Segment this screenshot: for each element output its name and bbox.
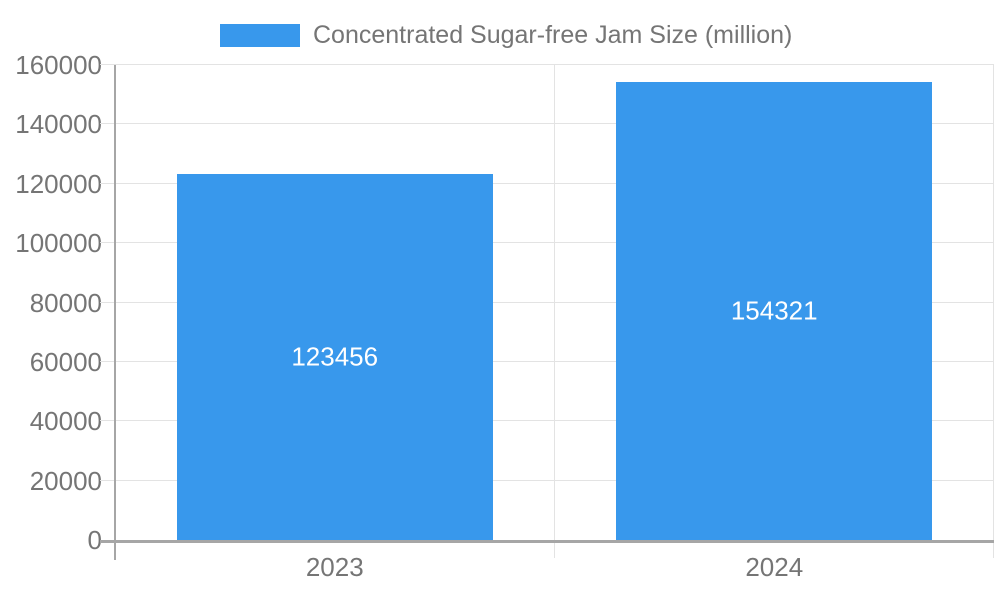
y-gridline xyxy=(100,301,994,303)
y-axis-tick-label: 120000 xyxy=(15,168,102,199)
x-axis-tick xyxy=(554,543,555,558)
y-axis-tick-label: 0 xyxy=(87,525,102,555)
legend: Concentrated Sugar-free Jam Size (millio… xyxy=(220,21,792,50)
x-axis-tick xyxy=(993,543,994,558)
y-axis-tick-label: 80000 xyxy=(29,287,102,318)
y-axis-tick-label: 160000 xyxy=(15,50,102,80)
x-axis-labels: 2023 2024 xyxy=(115,552,994,584)
y-gridline xyxy=(100,420,994,422)
bar-value-label: 154321 xyxy=(730,295,818,326)
y-gridline xyxy=(100,479,994,481)
y-axis-tick-label: 140000 xyxy=(15,109,102,140)
y-axis-labels: 0 20000 40000 60000 80000 100000 120000 140000 1… xyxy=(0,50,102,555)
y-axis-tick-label: 100000 xyxy=(15,228,102,259)
x-axis-tick-label: 2024 xyxy=(745,552,804,582)
plot-area: 123456 154321 xyxy=(100,64,994,540)
y-gridline xyxy=(100,123,994,125)
x-gridline xyxy=(553,65,555,540)
y-gridline xyxy=(100,242,994,244)
bar-value-label: 123456 xyxy=(291,341,379,372)
bar-2024: 154321 xyxy=(616,81,933,540)
legend-label: Concentrated Sugar-free Jam Size (millio… xyxy=(313,21,793,49)
y-gridline xyxy=(100,360,994,362)
y-axis-tick-label: 60000 xyxy=(29,346,102,377)
y-axis-tick-label: 40000 xyxy=(29,406,102,437)
bar-2023: 123456 xyxy=(176,173,493,540)
y-gridline xyxy=(100,182,994,184)
x-gridline xyxy=(993,65,994,540)
legend-swatch xyxy=(220,24,300,47)
y-axis-tick-label: 20000 xyxy=(29,465,102,496)
x-axis-line xyxy=(100,540,994,543)
y-gridline xyxy=(100,64,994,65)
y-axis-line xyxy=(114,65,116,560)
x-axis-tick-label: 2023 xyxy=(305,552,364,582)
